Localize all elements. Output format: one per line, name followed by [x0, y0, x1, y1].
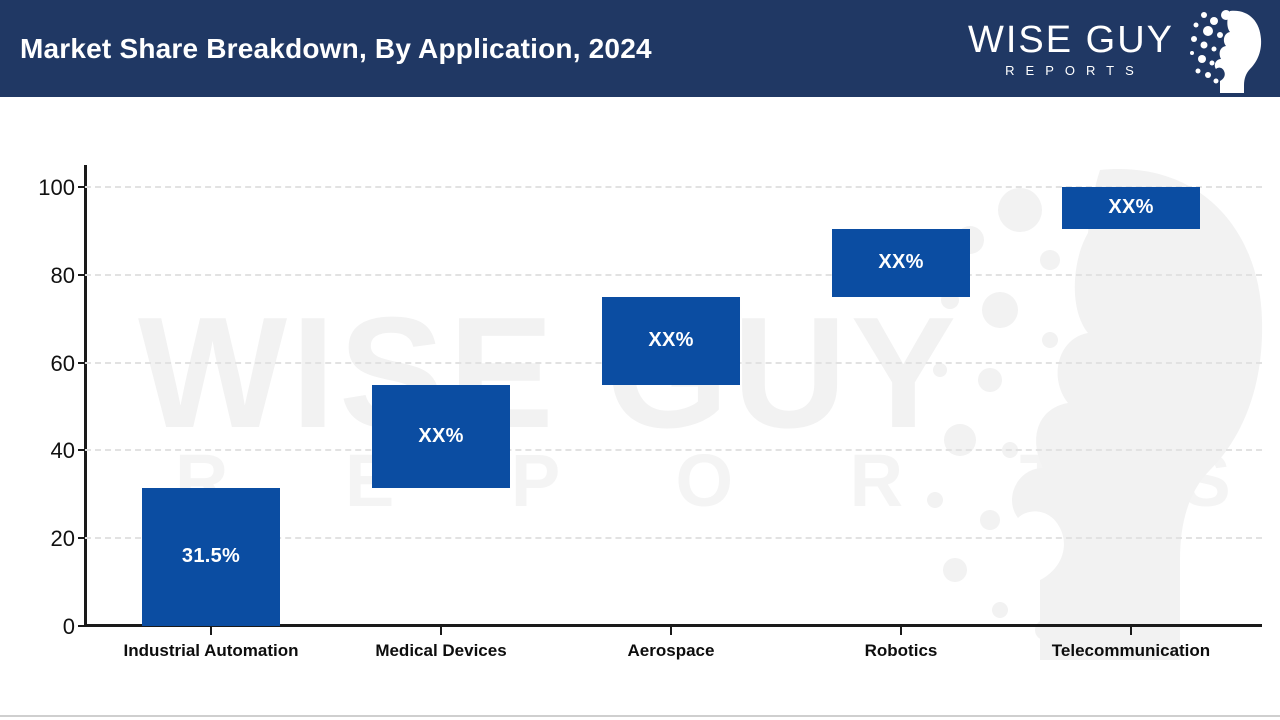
- bar: XX%: [1062, 187, 1200, 229]
- y-tick-label: 40: [50, 438, 75, 464]
- gridline: [85, 273, 1262, 276]
- bar-value-label: 31.5%: [181, 545, 241, 568]
- y-axis-line: [84, 165, 87, 626]
- bar-value-label: XX%: [418, 424, 464, 447]
- page-title: Market Share Breakdown, By Application, …: [20, 32, 652, 64]
- x-axis-line: [84, 624, 1262, 627]
- watermark-wordmark: WISE GUY: [138, 285, 961, 461]
- header: Market Share Breakdown, By Application, …: [0, 0, 1280, 97]
- y-tick-mark: [78, 449, 85, 452]
- footer-divider: [0, 715, 1280, 717]
- brand-subname: REPORTS: [1005, 62, 1145, 78]
- y-tick-mark: [78, 186, 85, 188]
- y-tick-mark: [78, 273, 85, 276]
- x-tick-mark: [440, 627, 442, 635]
- gridline: [85, 186, 1262, 188]
- bar-value-label: XX%: [878, 251, 924, 274]
- x-tick-mark: [670, 627, 672, 635]
- x-category-label: Aerospace: [627, 641, 715, 660]
- gridline: [85, 449, 1262, 452]
- x-tick-mark: [900, 627, 902, 635]
- y-tick-mark: [78, 361, 85, 364]
- y-tick-mark: [78, 625, 85, 627]
- bar: 31.5%: [142, 487, 280, 626]
- bar: XX%: [602, 296, 740, 385]
- brand-text: WISE GUY REPORTS: [968, 21, 1174, 77]
- y-tick-mark: [78, 537, 85, 540]
- bar-value-label: XX%: [1108, 196, 1154, 219]
- y-tick-label: 100: [38, 175, 75, 200]
- wiseguy-face-icon: [1190, 9, 1262, 93]
- brand-logo: WISE GUY REPORTS: [968, 5, 1266, 93]
- bar: XX%: [372, 384, 510, 488]
- y-tick-label: 20: [50, 526, 75, 552]
- chart-plot-area: 0 20 40 60 80 100 31.5% Industrial Automation XX…: [0, 97, 1280, 720]
- y-tick-label: 60: [50, 350, 75, 376]
- x-tick-mark: [1130, 627, 1132, 635]
- x-category-label: Medical Devices: [375, 641, 507, 660]
- gridline: [85, 537, 1262, 540]
- bar: XX%: [832, 228, 970, 297]
- x-category-label: Industrial Automation: [123, 641, 299, 660]
- bar-value-label: XX%: [648, 329, 694, 352]
- x-category-label: Robotics: [864, 641, 938, 660]
- x-category-label: Telecommunication: [1051, 641, 1211, 660]
- x-tick-mark: [210, 627, 212, 635]
- brand-name: WISE GUY: [967, 18, 1174, 61]
- y-tick-label: 80: [50, 262, 75, 288]
- y-tick-label: 0: [62, 614, 75, 639]
